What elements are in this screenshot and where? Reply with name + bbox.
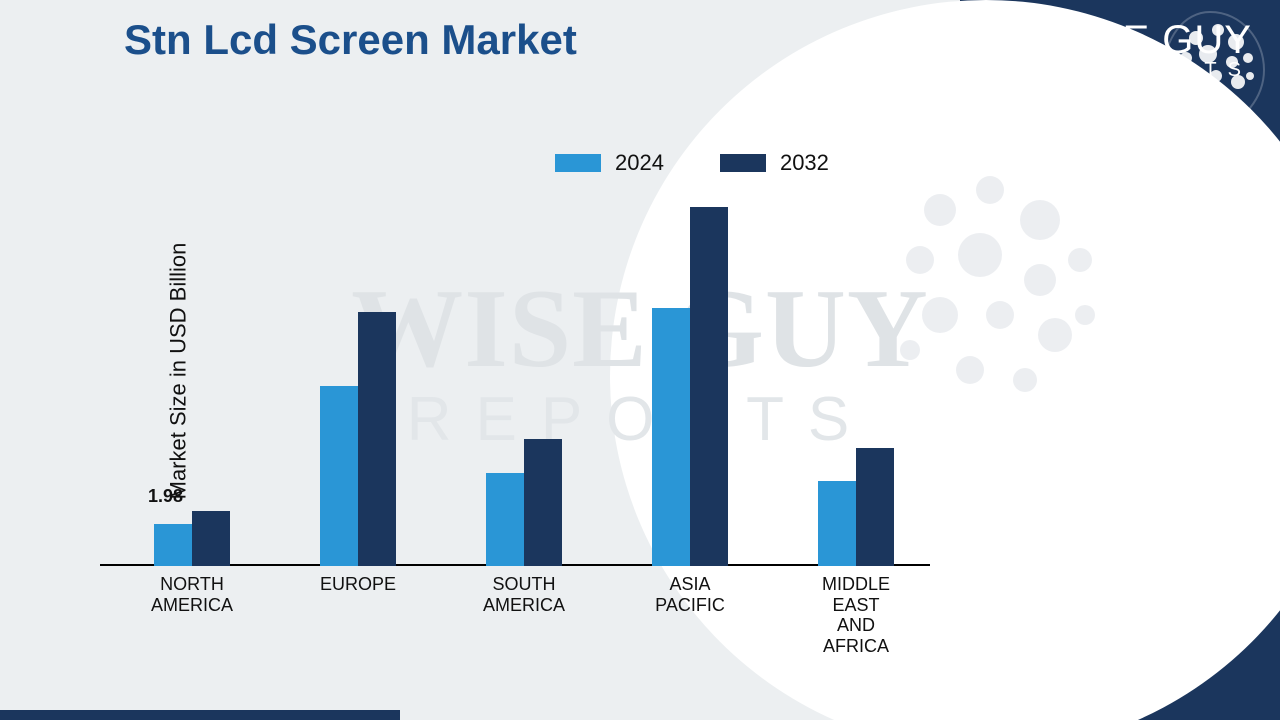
legend-swatch [720,154,766,172]
bar-value-label: 1.98 [148,486,183,507]
category-label-line: PACIFIC [655,595,725,615]
bar-series-2 [690,207,728,566]
category-label: NORTHAMERICA [122,574,262,615]
category-label: ASIAPACIFIC [620,574,760,615]
bar-series-2 [524,439,562,566]
category-label-line: EAST [832,595,879,615]
category-label-line: AMERICA [151,595,233,615]
legend-label: 2032 [780,150,829,176]
y-axis-label-wrap: Market Size in USD Billion [50,358,74,384]
bar-series-1 [320,386,358,566]
category-label-line: ASIA [669,574,710,594]
category-label-line: NORTH [160,574,224,594]
bar-series-2 [358,312,396,566]
legend-swatch [555,154,601,172]
category-label-line: SOUTH [493,574,556,594]
category-label: EUROPE [288,574,428,595]
bar-series-1 [652,308,690,566]
bar-series-1 [486,473,524,566]
category-label: MIDDLEEASTANDAFRICA [786,574,926,657]
category-label-line: EUROPE [320,574,396,594]
bottom-accent-bar [0,710,400,720]
bar-series-2 [856,448,894,566]
legend-item: 2032 [720,150,829,176]
bar-series-1 [154,524,192,566]
canvas: { "layout": { "canvas_w": 1280, "canvas_… [0,0,1280,720]
legend-item: 2024 [555,150,664,176]
category-label-line: MIDDLE [822,574,890,594]
legend-label: 2024 [615,150,664,176]
category-label-line: AND [837,615,875,635]
bar-series-2 [192,511,230,566]
category-label-line: AFRICA [823,636,889,656]
category-label: SOUTHAMERICA [454,574,594,615]
plot-area: 1.98NORTHAMERICAEUROPESOUTHAMERICAASIAPA… [100,196,930,566]
chart-title: Stn Lcd Screen Market [124,16,577,64]
legend: 2024 2032 [555,150,829,176]
bar-series-1 [818,481,856,566]
category-label-line: AMERICA [483,595,565,615]
